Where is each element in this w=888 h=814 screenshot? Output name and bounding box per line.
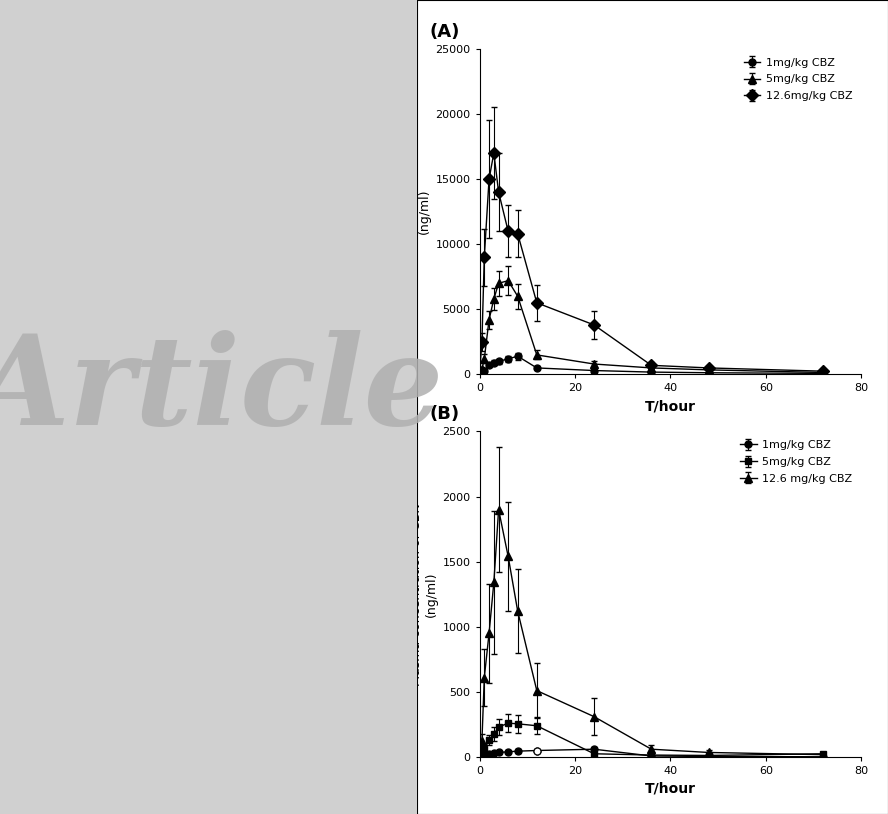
Legend: 1mg/kg CBZ, 5mg/kg CBZ, 12.6 mg/kg CBZ: 1mg/kg CBZ, 5mg/kg CBZ, 12.6 mg/kg CBZ [737, 437, 856, 487]
Legend: 1mg/kg CBZ, 5mg/kg CBZ, 12.6mg/kg CBZ: 1mg/kg CBZ, 5mg/kg CBZ, 12.6mg/kg CBZ [741, 55, 856, 104]
X-axis label: T/hour: T/hour [645, 781, 696, 795]
Y-axis label: Plasma concentration of CBZ
(ng/ml): Plasma concentration of CBZ (ng/ml) [403, 120, 432, 303]
Text: (A): (A) [430, 23, 460, 41]
X-axis label: T/hour: T/hour [645, 399, 696, 413]
Y-axis label: Plasma concentration of CBN
(ng/ml): Plasma concentration of CBN (ng/ml) [410, 503, 438, 685]
Text: (B): (B) [430, 405, 460, 423]
Text: Article: Article [0, 330, 444, 452]
